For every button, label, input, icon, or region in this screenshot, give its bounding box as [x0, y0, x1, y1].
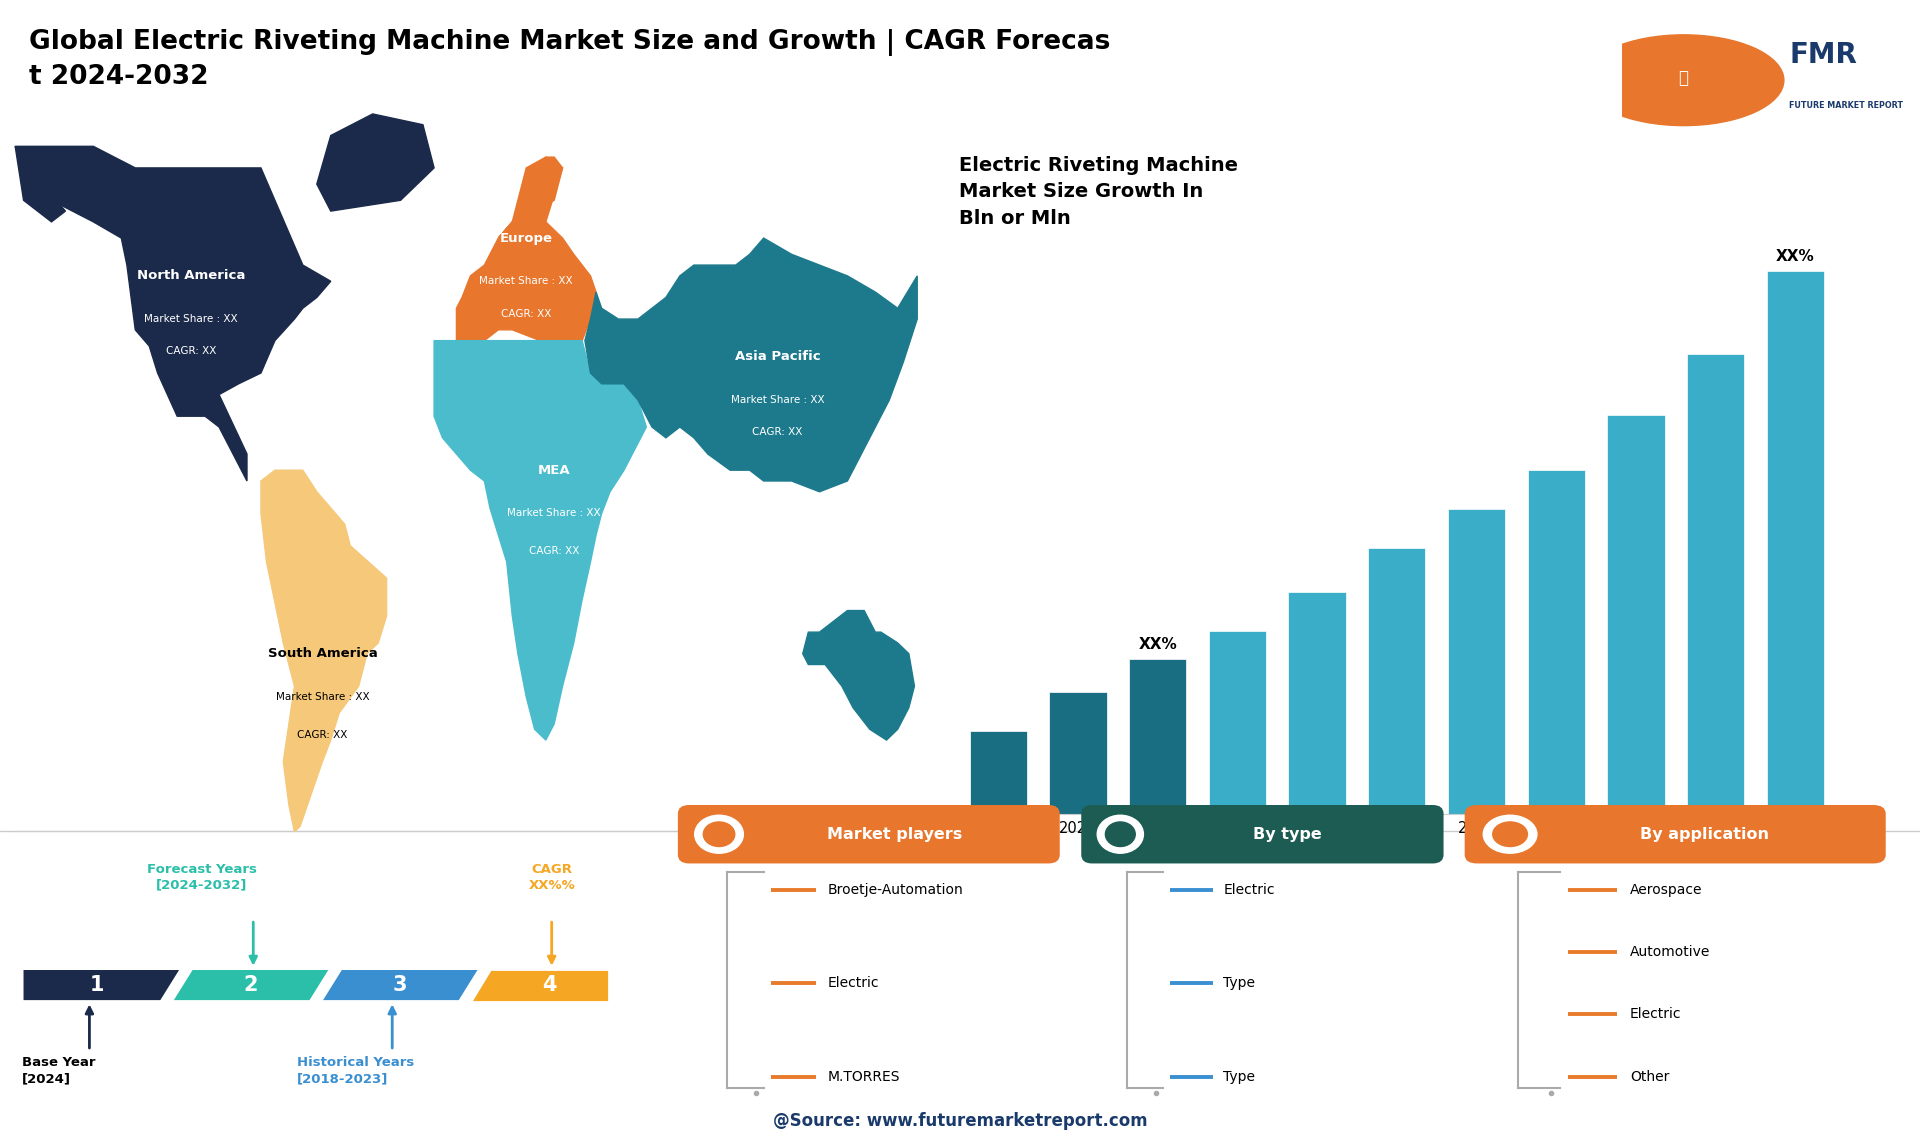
- Polygon shape: [434, 340, 647, 740]
- Bar: [1369, 548, 1425, 814]
- Text: Other: Other: [1630, 1069, 1668, 1084]
- Polygon shape: [457, 157, 595, 340]
- Text: M.TORRES: M.TORRES: [828, 1069, 900, 1084]
- Bar: [1288, 592, 1346, 814]
- Text: Electric Riveting Machine
Market Size Growth In
Bln or Mln: Electric Riveting Machine Market Size Gr…: [960, 156, 1238, 228]
- Text: @Source: www.futuremarketreport.com: @Source: www.futuremarketreport.com: [772, 1112, 1148, 1130]
- Bar: [1688, 354, 1745, 814]
- FancyBboxPatch shape: [1081, 804, 1444, 863]
- FancyBboxPatch shape: [1465, 804, 1885, 863]
- Text: CAGR: XX: CAGR: XX: [530, 547, 580, 556]
- Circle shape: [1484, 815, 1536, 854]
- Text: Historical Years
[2018-2023]: Historical Years [2018-2023]: [298, 1057, 415, 1085]
- Bar: [1210, 630, 1265, 814]
- Text: Electric: Electric: [1630, 1007, 1682, 1021]
- Text: Aerospace: Aerospace: [1630, 882, 1703, 897]
- Text: Asia Pacific: Asia Pacific: [735, 351, 820, 363]
- Circle shape: [1584, 34, 1784, 126]
- Text: Type: Type: [1223, 976, 1256, 990]
- Text: CAGR: XX: CAGR: XX: [501, 308, 551, 319]
- Text: Market Share : XX: Market Share : XX: [480, 276, 572, 286]
- Polygon shape: [261, 470, 386, 832]
- Text: XX%: XX%: [1139, 637, 1177, 652]
- Bar: [1607, 415, 1665, 814]
- Text: Market Share : XX: Market Share : XX: [276, 692, 369, 701]
- Polygon shape: [960, 729, 970, 772]
- Text: Automotive: Automotive: [1630, 945, 1711, 959]
- Text: 2: 2: [244, 975, 259, 995]
- Bar: [1528, 470, 1584, 814]
- Text: Broetje-Automation: Broetje-Automation: [828, 882, 964, 897]
- Circle shape: [1492, 822, 1528, 847]
- Text: 1: 1: [90, 975, 104, 995]
- Text: Forecast Years
[2024-2032]: Forecast Years [2024-2032]: [148, 863, 257, 892]
- Text: FUTURE MARKET REPORT: FUTURE MARKET REPORT: [1789, 101, 1903, 110]
- Polygon shape: [321, 968, 480, 1002]
- Polygon shape: [586, 238, 918, 492]
- Text: By type: By type: [1254, 826, 1321, 841]
- Polygon shape: [847, 308, 881, 362]
- Polygon shape: [499, 157, 563, 238]
- Text: CAGR
XX%%: CAGR XX%%: [528, 863, 576, 892]
- Text: Europe: Europe: [499, 231, 553, 244]
- Text: MEA: MEA: [538, 464, 570, 477]
- Text: CAGR: XX: CAGR: XX: [753, 427, 803, 438]
- Bar: [1448, 509, 1505, 814]
- Polygon shape: [171, 968, 330, 1002]
- Text: North America: North America: [136, 269, 246, 282]
- Text: FMR: FMR: [1789, 41, 1857, 69]
- Text: Market Share : XX: Market Share : XX: [507, 509, 601, 518]
- Text: XX%: XX%: [1776, 249, 1814, 265]
- Circle shape: [1096, 815, 1144, 854]
- Bar: [970, 731, 1027, 814]
- Circle shape: [703, 822, 735, 847]
- Circle shape: [695, 815, 743, 854]
- Text: Market Share : XX: Market Share : XX: [144, 314, 238, 324]
- Polygon shape: [470, 968, 609, 1002]
- Text: 4: 4: [541, 975, 557, 995]
- FancyBboxPatch shape: [678, 804, 1060, 863]
- Polygon shape: [317, 113, 434, 211]
- Polygon shape: [15, 147, 330, 481]
- Text: Market Share : XX: Market Share : XX: [732, 395, 824, 405]
- Text: Electric: Electric: [1223, 882, 1275, 897]
- Bar: [1048, 692, 1106, 814]
- Text: Market players: Market players: [828, 826, 962, 841]
- Bar: [1766, 270, 1824, 814]
- Text: Base Year
[2024]: Base Year [2024]: [23, 1057, 96, 1085]
- Text: CAGR: XX: CAGR: XX: [165, 346, 217, 356]
- Polygon shape: [23, 968, 182, 1002]
- Text: CAGR: XX: CAGR: XX: [298, 730, 348, 739]
- Text: Electric: Electric: [828, 976, 879, 990]
- Text: By application: By application: [1640, 826, 1768, 841]
- Text: 👤: 👤: [1678, 69, 1690, 87]
- Text: Type: Type: [1223, 1069, 1256, 1084]
- Polygon shape: [15, 147, 65, 222]
- Polygon shape: [803, 611, 914, 740]
- Circle shape: [1106, 822, 1135, 847]
- Text: South America: South America: [267, 647, 376, 660]
- Bar: [1129, 659, 1187, 814]
- Text: 3: 3: [394, 975, 407, 995]
- Text: Global Electric Riveting Machine Market Size and Growth | CAGR Forecas
t 2024-20: Global Electric Riveting Machine Market …: [29, 29, 1110, 89]
